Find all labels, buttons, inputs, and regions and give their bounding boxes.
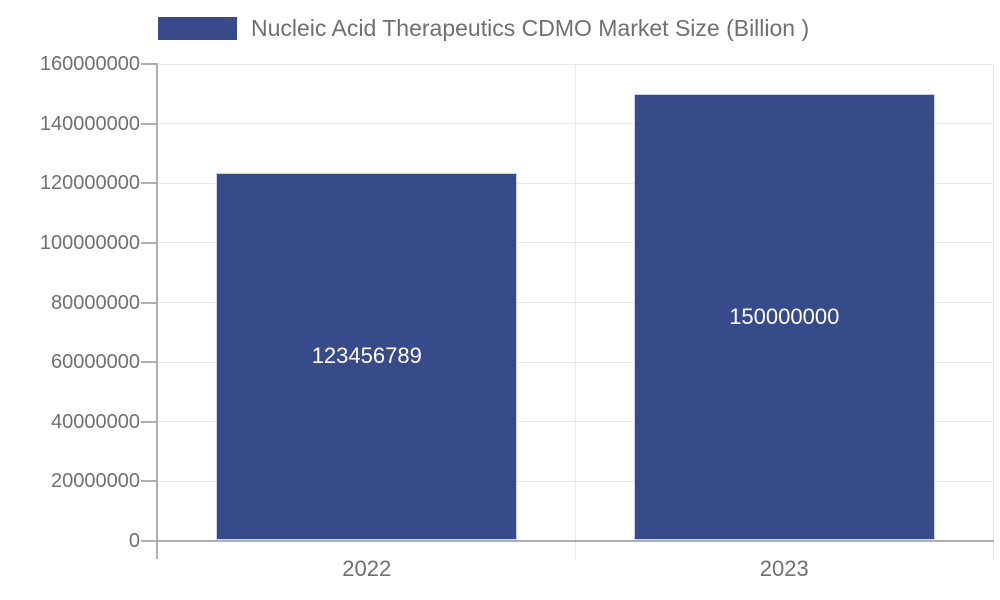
y-axis-tick bbox=[141, 420, 158, 423]
y-axis-tick bbox=[141, 540, 158, 542]
bar-value-label: 123456789 bbox=[311, 343, 422, 369]
y-axis-line bbox=[156, 64, 158, 559]
bar bbox=[633, 93, 935, 540]
y-axis-tick bbox=[141, 241, 158, 244]
y-axis-tick-label: 20000000 bbox=[51, 470, 140, 493]
y-axis-tick bbox=[141, 361, 158, 364]
legend-label: Nucleic Acid Therapeutics CDMO Market Si… bbox=[251, 15, 810, 41]
y-axis-tick-label: 120000000 bbox=[39, 172, 140, 195]
y-axis-tick bbox=[141, 480, 158, 483]
y-axis-tick bbox=[141, 182, 158, 185]
y-axis-tick-label: 100000000 bbox=[39, 231, 140, 254]
x-gridline bbox=[992, 64, 994, 559]
y-axis-tick-label: 160000000 bbox=[39, 53, 140, 75]
y-axis-tick-label: 80000000 bbox=[51, 291, 140, 314]
y-axis-tick-label: 0 bbox=[128, 530, 140, 552]
y-axis-tick-label: 60000000 bbox=[51, 351, 140, 374]
y-axis-tick bbox=[141, 301, 158, 304]
legend-swatch bbox=[158, 17, 237, 40]
bar-value-label: 150000000 bbox=[729, 303, 840, 329]
y-axis-tick bbox=[141, 122, 158, 125]
x-gridline bbox=[575, 64, 576, 559]
y-axis-tick-label: 40000000 bbox=[51, 410, 140, 433]
y-axis-tick bbox=[141, 63, 158, 65]
bar bbox=[216, 172, 518, 540]
x-axis-tick-label: 2023 bbox=[759, 556, 809, 581]
x-axis-line bbox=[141, 539, 994, 542]
x-axis-tick-label: 2022 bbox=[342, 556, 392, 581]
y-axis-tick-label: 140000000 bbox=[39, 112, 140, 135]
